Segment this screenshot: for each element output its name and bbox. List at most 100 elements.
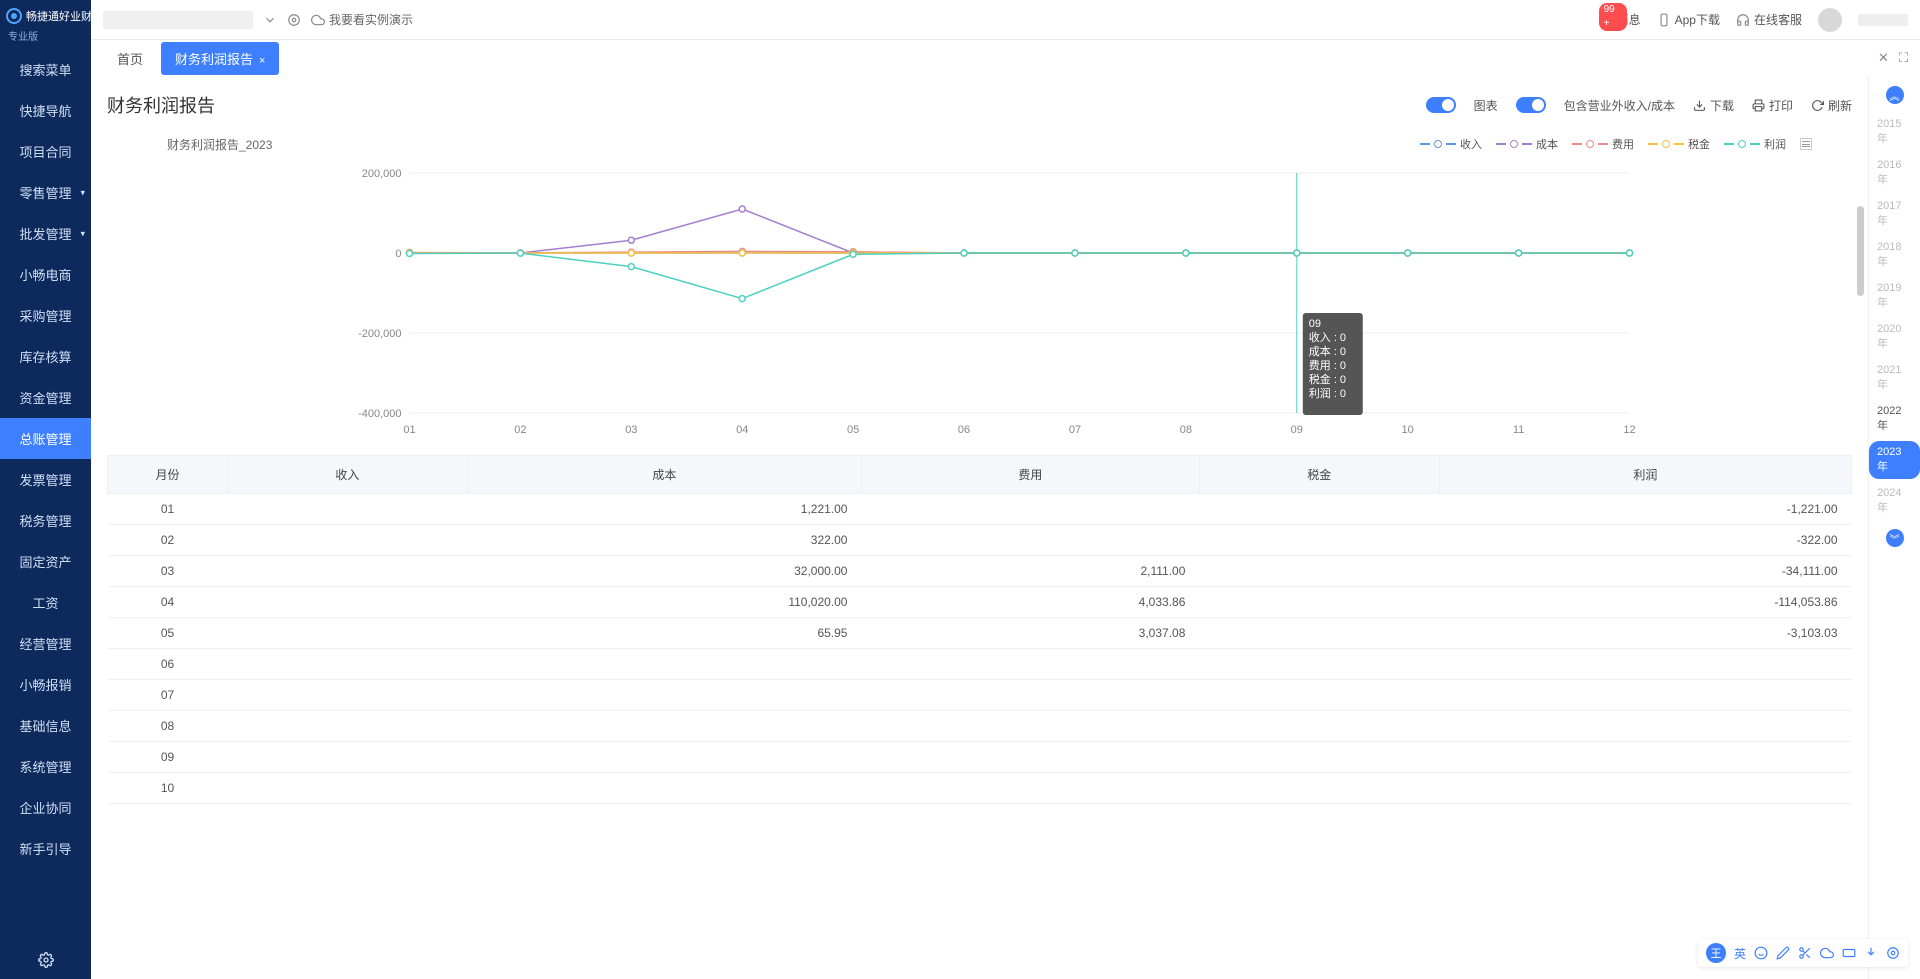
year-2022年[interactable]: 2022年 [1869, 400, 1920, 438]
tab-fullscreen[interactable]: ⛶ [1899, 50, 1908, 66]
table-row[interactable]: 07 [108, 680, 1852, 711]
legend-menu-icon[interactable] [1800, 138, 1812, 150]
table-row[interactable]: 0565.953,037.08-3,103.03 [108, 618, 1852, 649]
username [1858, 14, 1908, 26]
app-download-button[interactable]: App下载 [1657, 11, 1720, 28]
print-button[interactable]: 打印 [1752, 97, 1793, 114]
year-2018年[interactable]: 2018年 [1869, 236, 1920, 274]
nav-item-1[interactable]: 快捷导航 [0, 90, 91, 131]
svg-text:08: 08 [1180, 424, 1192, 436]
demo-label: 我要看实例演示 [329, 11, 413, 28]
nav-item-3[interactable]: 零售管理▾ [0, 172, 91, 213]
settings-icon[interactable] [287, 13, 301, 27]
year-2016年[interactable]: 2016年 [1869, 154, 1920, 192]
cloud-sync-icon[interactable] [1820, 946, 1834, 960]
table-row[interactable]: 10 [108, 773, 1852, 804]
year-2024年[interactable]: 2024年 [1869, 482, 1920, 520]
table-row[interactable]: 011,221.00-1,221.00 [108, 494, 1852, 525]
nav-item-15[interactable]: 小畅报销 [0, 664, 91, 705]
nav-item-18[interactable]: 企业协同 [0, 787, 91, 828]
nav-item-7[interactable]: 库存核算 [0, 336, 91, 377]
nav-item-6[interactable]: 采购管理 [0, 295, 91, 336]
nav-item-12[interactable]: 固定资产 [0, 541, 91, 582]
nav-item-2[interactable]: 项目合同 [0, 131, 91, 172]
nav-item-8[interactable]: 资金管理 [0, 377, 91, 418]
nav-item-0[interactable]: 搜索菜单 [0, 49, 91, 90]
col-header: 月份 [108, 456, 228, 494]
nav-item-4[interactable]: 批发管理▾ [0, 213, 91, 254]
headset-icon [1736, 13, 1750, 27]
tab-close-all[interactable]: ✕ [1878, 50, 1889, 66]
svg-text:收入 : 0: 收入 : 0 [1309, 330, 1346, 344]
table-row[interactable]: 02322.00-322.00 [108, 525, 1852, 556]
year-2021年[interactable]: 2021年 [1869, 359, 1920, 397]
legend-利润[interactable]: 利润 [1724, 136, 1786, 152]
year-2019年[interactable]: 2019年 [1869, 277, 1920, 315]
keyboard-icon[interactable] [1842, 946, 1856, 960]
tab-1[interactable]: 财务利润报告× [161, 42, 279, 75]
table-row[interactable]: 0332,000.002,111.00-34,111.00 [108, 556, 1852, 587]
close-icon[interactable]: × [259, 55, 265, 67]
nav-item-10[interactable]: 发票管理 [0, 459, 91, 500]
svg-text:04: 04 [736, 424, 748, 436]
scissors-icon[interactable] [1798, 946, 1812, 960]
cloud-icon [311, 13, 325, 27]
year-up-icon[interactable]: ︽ [1886, 86, 1904, 104]
legend-税金[interactable]: 税金 [1648, 136, 1710, 152]
table-row[interactable]: 04110,020.004,033.86-114,053.86 [108, 587, 1852, 618]
include-toggle[interactable] [1516, 97, 1546, 113]
line-chart[interactable]: -400,000-200,0000200,0000102030405060708… [107, 153, 1852, 443]
year-2015年[interactable]: 2015年 [1869, 113, 1920, 151]
year-2023年[interactable]: 2023年 [1869, 441, 1920, 479]
year-2020年[interactable]: 2020年 [1869, 318, 1920, 356]
settings-small-icon[interactable] [1886, 946, 1900, 960]
year-2017年[interactable]: 2017年 [1869, 195, 1920, 233]
download-button[interactable]: 下载 [1693, 97, 1734, 114]
avatar[interactable] [1818, 8, 1842, 32]
brand-edition: 专业版 [0, 28, 91, 49]
svg-text:费用 : 0: 费用 : 0 [1309, 359, 1346, 372]
app-download-label: App下载 [1675, 11, 1720, 28]
profit-table: 月份收入成本费用税金利润 011,221.00-1,221.0002322.00… [107, 455, 1852, 804]
nav-item-13[interactable]: 工资 [0, 582, 91, 623]
top-header: 我要看实例演示 消息 99 + App下载 在线客服 [91, 0, 1920, 40]
table-row[interactable]: 09 [108, 742, 1852, 773]
svg-text:0: 0 [395, 248, 401, 260]
chart-toggle[interactable] [1426, 97, 1456, 113]
nav-item-9[interactable]: 总账管理 [0, 418, 91, 459]
nav-item-16[interactable]: 基础信息 [0, 705, 91, 746]
year-down-icon[interactable]: ︾ [1886, 529, 1904, 547]
chevron-down-icon[interactable] [263, 13, 277, 27]
include-toggle-label: 包含营业外收入/成本 [1564, 97, 1675, 114]
tab-0[interactable]: 首页 [103, 42, 157, 75]
svg-text:-400,000: -400,000 [358, 408, 401, 420]
nav-item-5[interactable]: 小畅电商 [0, 254, 91, 295]
smile-icon[interactable] [1754, 946, 1768, 960]
refresh-button[interactable]: 刷新 [1811, 97, 1852, 114]
download-small-icon[interactable] [1864, 946, 1878, 960]
messages-badge: 99 + [1599, 3, 1627, 31]
ime-lang[interactable]: 英 [1734, 945, 1746, 962]
print-icon [1752, 99, 1765, 112]
legend-收入[interactable]: 收入 [1420, 136, 1482, 152]
legend-成本[interactable]: 成本 [1496, 136, 1558, 152]
org-selector[interactable] [103, 11, 253, 29]
nav-item-11[interactable]: 税务管理 [0, 500, 91, 541]
svg-text:10: 10 [1402, 424, 1414, 436]
nav-item-19[interactable]: 新手引导 [0, 828, 91, 869]
col-header: 收入 [228, 456, 468, 494]
ime-badge[interactable]: 王 [1706, 943, 1726, 963]
legend-费用[interactable]: 费用 [1572, 136, 1634, 152]
tab-bar: 首页财务利润报告× ✕ ⛶ [91, 40, 1920, 76]
sidebar-settings[interactable] [0, 944, 91, 979]
ime-toolbar[interactable]: 王 英 [1698, 939, 1908, 967]
table-row[interactable]: 06 [108, 649, 1852, 680]
messages-button[interactable]: 消息 99 + [1599, 11, 1641, 28]
demo-link[interactable]: 我要看实例演示 [311, 11, 413, 28]
scrollbar-handle[interactable] [1857, 206, 1864, 296]
customer-service-button[interactable]: 在线客服 [1736, 11, 1802, 28]
nav-item-14[interactable]: 经营管理 [0, 623, 91, 664]
nav-item-17[interactable]: 系统管理 [0, 746, 91, 787]
edit-icon[interactable] [1776, 946, 1790, 960]
table-row[interactable]: 08 [108, 711, 1852, 742]
